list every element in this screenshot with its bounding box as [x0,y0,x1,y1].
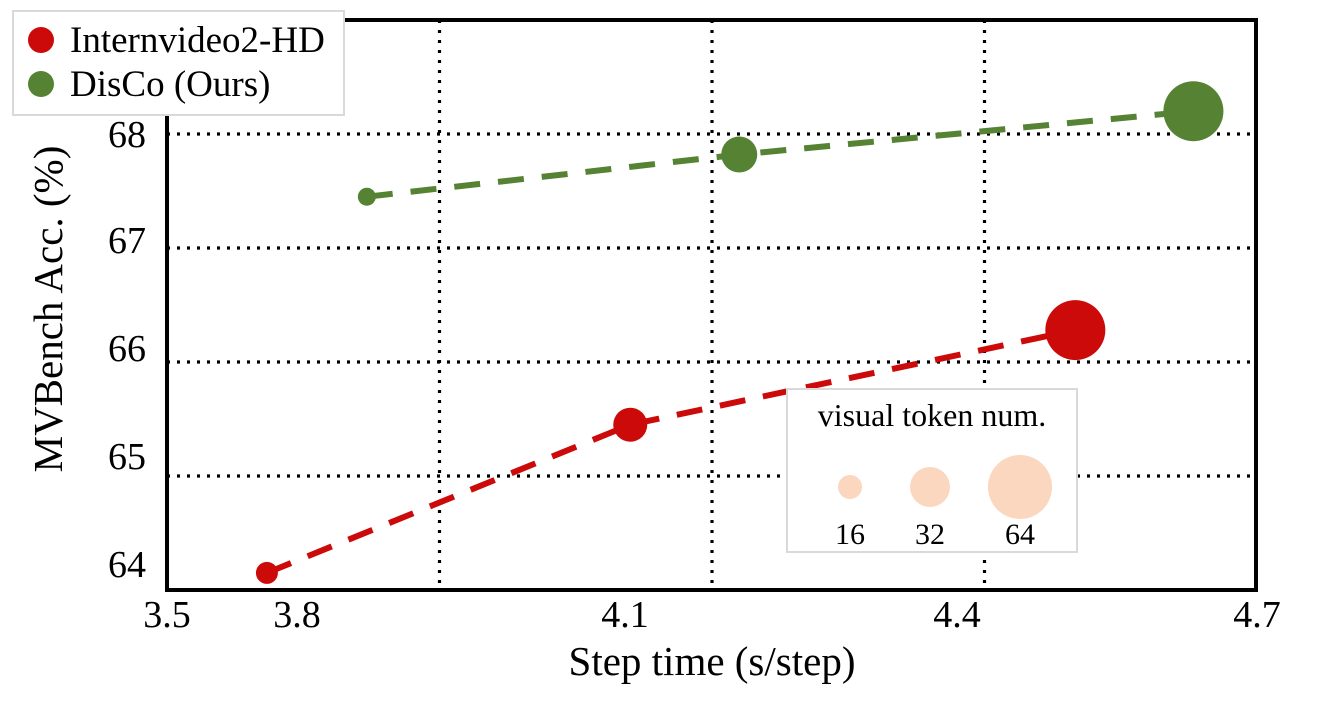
size-legend-bubble-32 [910,467,950,507]
y-tick-label: 65 [108,436,146,478]
y-tick-label: 66 [108,328,146,370]
y-tick-label: 64 [108,544,146,586]
y-tick-label: 68 [108,114,146,156]
x-tick-label: 4.7 [1233,594,1281,636]
series-legend: Internvideo2-HD DisCo (Ours) [12,10,345,116]
legend-item-disco-ours[interactable]: DisCo (Ours) [28,62,325,106]
x-tick-label: 3.5 [143,594,191,636]
legend-marker-icon [28,27,54,53]
size-legend-label-64: 64 [1005,518,1035,551]
legend-item-internvideo2-hd[interactable]: Internvideo2-HD [28,18,325,62]
x-tick-label: 4.4 [933,594,981,636]
size-legend-title: visual token num. [817,397,1047,433]
x-tick-label: 4.1 [601,594,649,636]
x-axis-title: Step time (s/step) [568,638,856,684]
size-legend: visual token num. 16 32 64 [786,388,1078,553]
size-legend-label-16: 16 [835,518,865,551]
size-legend-bubble-64 [988,455,1052,519]
legend-item-label: DisCo (Ours) [70,63,271,105]
legend-item-label: Internvideo2-HD [70,19,325,61]
size-legend-bubble-16 [838,475,862,499]
size-legend-label-32: 32 [915,518,945,551]
x-tick-label: 3.8 [273,594,321,636]
y-tick-label: 67 [108,220,146,262]
legend-marker-icon [28,71,54,97]
